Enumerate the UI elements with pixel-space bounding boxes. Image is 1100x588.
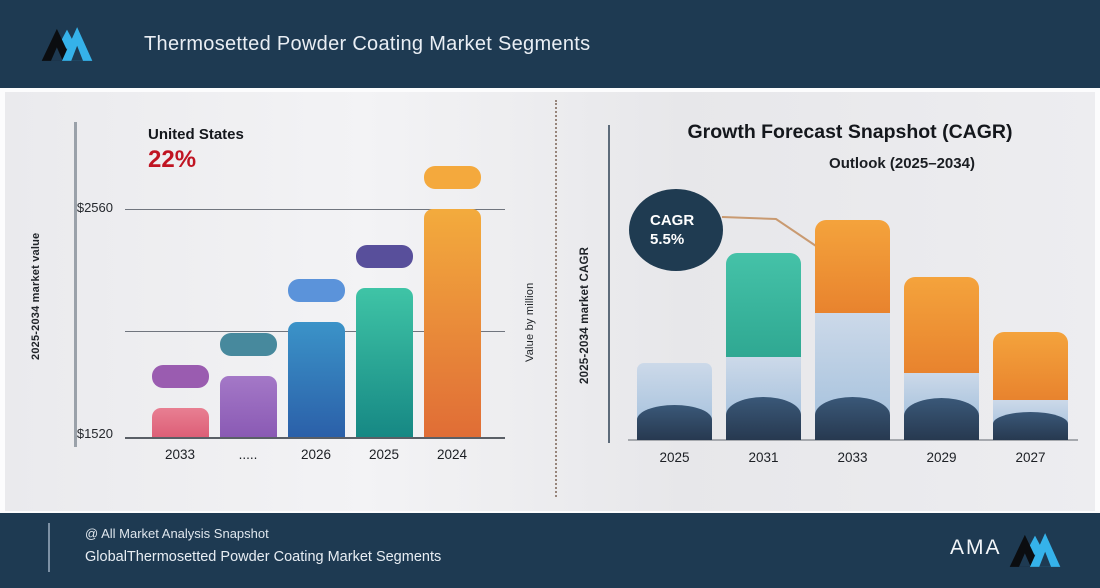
x-tick-label: ..... — [238, 447, 258, 462]
stack-segment-top — [726, 253, 801, 357]
left-bars-plot: 2033..... 2026 2025 2024 — [127, 166, 505, 462]
left-x-axis-line — [125, 437, 505, 439]
right-bar-slot-2033: 2033 — [815, 220, 890, 465]
right-bar-slot-2031: 2031 — [726, 253, 801, 465]
left-tick-top: $2560 — [76, 200, 113, 215]
panel-divider — [555, 100, 557, 497]
left-bar-slot-.....: ..... — [219, 333, 277, 462]
bar-cap-marker — [151, 365, 209, 388]
right-bar-slot-2027: 2027 — [993, 332, 1068, 465]
stack-segment-top — [815, 220, 890, 313]
right-chart-subtitle: Outlook (2025–2034) — [829, 155, 975, 172]
right-bars-plot: 2025 2031 2033 2029 2027 — [630, 220, 1075, 465]
stack-segment-top — [993, 332, 1068, 400]
left-y-axis-label: 2025-2034 market value — [30, 232, 42, 360]
bar-cap-marker — [287, 279, 345, 302]
bar — [287, 322, 345, 437]
bar — [355, 288, 413, 437]
x-tick-label: 2026 — [300, 447, 332, 462]
x-tick-label: 2033 — [164, 447, 196, 462]
x-tick-label: 2024 — [436, 447, 468, 462]
stack-segment-base — [815, 397, 890, 440]
footer-ama-logo-icon — [1009, 533, 1061, 567]
footer-divider — [48, 523, 50, 572]
footer-credit: @ All Market Analysis Snapshot — [85, 526, 269, 541]
left-bar-slot-2024: 2024 — [423, 166, 481, 462]
footer — [0, 513, 1100, 588]
left-gridline-top — [125, 209, 505, 210]
stack-segment-base — [726, 397, 801, 440]
bar-cap-marker — [423, 166, 481, 189]
left-bar-slot-2025: 2025 — [355, 245, 413, 462]
stack-segment-top — [904, 277, 979, 373]
x-tick-label: 2031 — [748, 450, 779, 465]
footer-caption: GlobalThermosetted Powder Coating Market… — [85, 549, 442, 565]
cagr-badge-label: CAGR — [650, 211, 695, 229]
bar — [219, 376, 277, 437]
cagr-badge: CAGR 5.5% — [629, 189, 723, 271]
footer-brand-text: AMA — [950, 536, 1002, 559]
left-chart-highlight-value: 22% — [148, 146, 197, 173]
cagr-badge-value: 5.5% — [650, 231, 685, 248]
left-y-axis-line — [74, 122, 77, 447]
bar — [151, 408, 209, 437]
value-by-million-label: Value by million — [524, 282, 536, 362]
x-tick-label: 2025 — [659, 450, 690, 465]
stack-segment-base — [637, 405, 712, 440]
ama-logo-icon — [41, 27, 93, 61]
left-bar-slot-2026: 2026 — [287, 279, 345, 462]
stack-segment-base — [904, 398, 979, 440]
x-tick-label: 2027 — [1015, 450, 1046, 465]
page-title: Thermosetted Powder Coating Market Segme… — [144, 32, 591, 55]
right-y-axis-line — [608, 125, 610, 443]
x-tick-label: 2029 — [926, 450, 957, 465]
stack-segment-middle — [815, 313, 890, 413]
left-bar-slot-2033: 2033 — [151, 365, 209, 462]
x-tick-label: 2033 — [837, 450, 868, 465]
left-chart-region-label: United States — [148, 126, 244, 143]
bar-cap-marker — [355, 245, 413, 268]
right-bar-slot-2029: 2029 — [904, 277, 979, 465]
header: Thermosetted Powder Coating Market Segme… — [0, 0, 1100, 88]
stack-segment-base — [993, 412, 1068, 440]
x-tick-label: 2025 — [368, 447, 400, 462]
bar-cap-marker — [219, 333, 277, 356]
bar — [423, 209, 481, 437]
right-y-axis-label: 2025-2034 market CAGR — [579, 246, 591, 384]
right-bar-slot-2025: 2025 — [637, 363, 712, 465]
right-chart-title: Growth Forecast Snapshot (CAGR) — [687, 121, 1013, 143]
left-tick-bottom: $1520 — [76, 426, 113, 441]
